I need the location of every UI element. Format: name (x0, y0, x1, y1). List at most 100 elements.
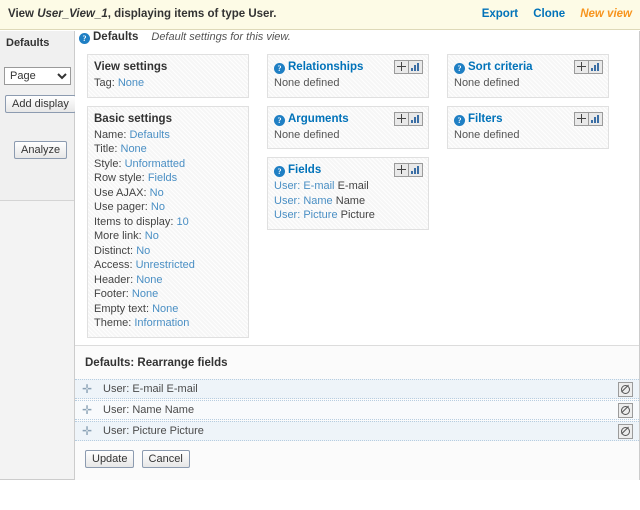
add-relationship-icon[interactable] (394, 60, 409, 74)
setting-row-use-pager: Use pager: No (94, 200, 242, 215)
add-filter-icon[interactable] (574, 111, 589, 126)
setting-value-header[interactable]: None (136, 273, 163, 286)
panel-sort-criteria: ? Sort criteria None defined (447, 54, 609, 98)
setting-value-theme[interactable]: Information (134, 317, 190, 329)
panel-sort-criteria-heading: ? Sort criteria (454, 60, 602, 74)
setting-value-row-style[interactable]: Fields (147, 172, 178, 184)
rearrange-row-label: User: Name Name (103, 404, 195, 416)
settings-columns: View settings Tag: None Basic settings N… (75, 54, 639, 345)
setting-value-distinct[interactable]: No (136, 244, 151, 257)
field-link-name[interactable]: User: Name (274, 194, 333, 207)
arguments-actions (394, 111, 423, 126)
panel-relationships: ? Relationships None defined (267, 54, 429, 98)
setting-value-title[interactable]: None (120, 143, 147, 155)
relationships-actions (394, 60, 423, 74)
drag-handle-icon[interactable]: ✛ (81, 382, 93, 396)
rearrange-row-label: User: E-mail E-mail (103, 383, 198, 395)
display-header: ? Defaults Default settings for this view. (75, 31, 639, 54)
form-actions: Update Cancel (85, 450, 194, 468)
help-icon[interactable]: ? (274, 114, 285, 126)
field-label-email: E-mail (334, 180, 369, 192)
setting-label-footer: Footer: (94, 288, 129, 300)
cancel-button[interactable]: Cancel (141, 450, 190, 468)
sort-criteria-link[interactable]: Sort criteria (468, 61, 533, 73)
display-title: Defaults (93, 31, 139, 43)
setting-value-empty-text[interactable]: None (152, 302, 179, 315)
help-icon[interactable]: ? (454, 63, 465, 74)
setting-label-items-to-display: Items to display: (94, 215, 174, 228)
remove-field-icon[interactable] (618, 403, 633, 418)
remove-field-icon[interactable] (618, 382, 633, 397)
clone-link[interactable]: Clone (533, 8, 566, 20)
rearrange-sort-criteria-icon[interactable] (588, 60, 603, 74)
rearrange-filters-icon[interactable] (588, 111, 603, 126)
setting-value-footer[interactable]: None (131, 288, 159, 300)
relationships-link[interactable]: Relationships (288, 61, 364, 73)
setting-value-items-to-display[interactable]: 10 (176, 215, 189, 228)
setting-label-tag: Tag: (94, 77, 115, 89)
help-icon[interactable]: ? (274, 63, 285, 74)
setting-label-access: Access: (94, 259, 133, 271)
add-sort-criteria-icon[interactable] (574, 60, 589, 74)
field-link-picture[interactable]: User: Picture (274, 209, 338, 221)
rearrange-arguments-icon[interactable] (408, 111, 423, 126)
table-row[interactable]: ✛ User: E-mail E-mail (75, 379, 639, 399)
setting-value-more-link[interactable]: No (144, 230, 159, 242)
rearrange-fields-icon[interactable] (408, 163, 423, 177)
setting-label-empty-text: Empty text: (94, 302, 150, 315)
panel-view-settings: View settings Tag: None (87, 54, 249, 98)
setting-value-use-ajax[interactable]: No (149, 186, 164, 199)
setting-value-style[interactable]: Unformatted (124, 157, 186, 170)
view-status-prefix: View (8, 8, 38, 20)
drag-handle-icon[interactable]: ✛ (81, 403, 93, 417)
setting-value-use-pager[interactable]: No (150, 201, 165, 213)
field-link-email[interactable]: User: E-mail (274, 180, 335, 192)
view-actions: Export Clone New view (470, 8, 632, 20)
setting-row-footer: Footer: None (94, 287, 242, 302)
setting-row-title: Title: None (94, 142, 242, 157)
filters-link[interactable]: Filters (468, 112, 503, 125)
setting-label-title: Title: (94, 143, 118, 155)
panel-view-settings-heading: View settings (94, 61, 168, 73)
view-status-text: View User_View_1, displaying items of ty… (8, 8, 276, 20)
add-field-icon[interactable] (394, 163, 409, 177)
help-icon[interactable]: ? (454, 114, 465, 126)
displays-sidebar-panel: Defaults Page Add display Analyze (0, 31, 76, 201)
setting-value-access[interactable]: Unrestricted (135, 259, 195, 271)
field-item: User: Name Name (274, 194, 422, 209)
setting-row-header: Header: None (94, 273, 242, 288)
drag-handle-icon[interactable]: ✛ (81, 424, 93, 438)
add-argument-icon[interactable] (394, 111, 409, 126)
export-link[interactable]: Export (481, 8, 519, 20)
setting-label-more-link: More link: (94, 230, 142, 242)
sidebar-title: Defaults (6, 37, 50, 49)
panel-arguments: ? Arguments None defined (267, 105, 429, 149)
fields-link[interactable]: Fields (288, 164, 322, 176)
relationships-empty-text: None defined (274, 77, 340, 89)
add-display-select[interactable]: Page (4, 67, 71, 85)
setting-value-name[interactable]: Defaults (129, 128, 170, 141)
add-display-button[interactable]: Add display (5, 95, 76, 113)
setting-row-access: Access: Unrestricted (94, 258, 242, 273)
table-row[interactable]: ✛ User: Name Name (75, 400, 639, 420)
setting-row-items-to-display: Items to display: 10 (94, 215, 242, 230)
new-view-link[interactable]: New view (580, 8, 632, 20)
setting-row-use-ajax: Use AJAX: No (94, 186, 242, 201)
setting-label-theme: Theme: (94, 317, 132, 329)
analyze-button[interactable]: Analyze (14, 141, 68, 159)
display-content: ? Defaults Default settings for this view.… (75, 31, 640, 480)
sort-criteria-actions (574, 60, 603, 74)
setting-label-name: Name: (94, 128, 127, 141)
update-button[interactable]: Update (85, 450, 135, 468)
rearrange-relationships-icon[interactable] (408, 60, 423, 74)
remove-field-icon[interactable] (618, 424, 633, 439)
help-icon[interactable]: ? (79, 33, 90, 44)
help-icon[interactable]: ? (274, 166, 285, 177)
rearrange-row-label: User: Picture Picture (103, 425, 204, 437)
arguments-link[interactable]: Arguments (288, 112, 349, 125)
table-row[interactable]: ✛ User: Picture Picture (75, 421, 639, 441)
setting-value-tag[interactable]: None (117, 77, 145, 89)
setting-label-header: Header: (94, 273, 134, 286)
setting-row-style: Style: Unformatted (94, 157, 242, 172)
